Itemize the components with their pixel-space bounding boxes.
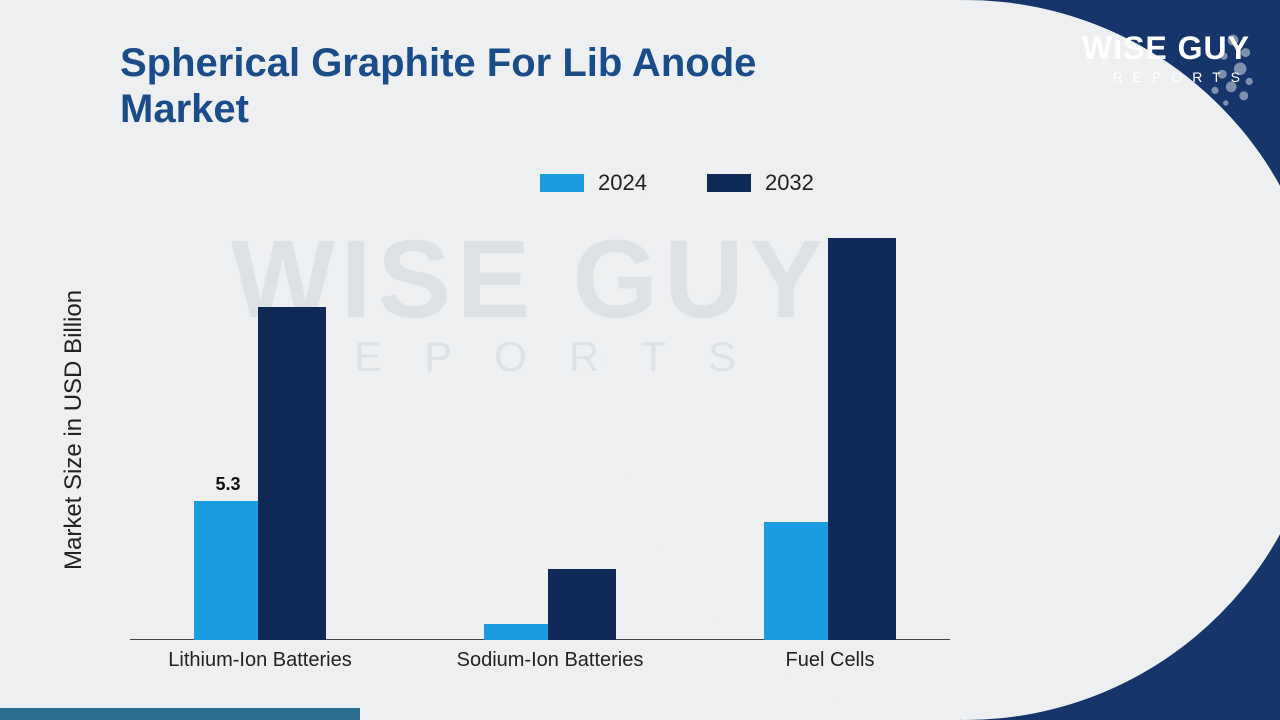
canvas: WISE GUY REPORTS Spherical Graphite For … <box>0 0 1280 720</box>
bar-chart: Lithium-Ion Batteries5.3 Sodium-Ion Batte… <box>130 220 950 640</box>
bar-group: Fuel Cells <box>720 238 940 640</box>
legend-swatch-2024 <box>540 174 584 192</box>
bar-value-label: 5.3 <box>188 474 268 495</box>
bar <box>258 307 326 640</box>
bar <box>828 238 896 640</box>
bar <box>484 624 552 640</box>
category-label: Sodium-Ion Batteries <box>440 640 660 672</box>
legend: 2024 2032 <box>540 170 814 196</box>
bottom-accent-bar <box>0 708 360 720</box>
legend-item-2024: 2024 <box>540 170 647 196</box>
legend-label-2032: 2032 <box>765 170 814 196</box>
legend-swatch-2032 <box>707 174 751 192</box>
bar <box>194 501 262 640</box>
chart-title: Spherical Graphite For Lib Anode Market <box>120 40 880 132</box>
brand-logo: WISE GUY REPORTS <box>990 30 1250 85</box>
category-label: Lithium-Ion Batteries <box>150 640 370 672</box>
category-label: Fuel Cells <box>720 640 940 672</box>
bar-group: Sodium-Ion Batteries <box>440 569 660 640</box>
logo-dots-icon <box>1170 22 1260 112</box>
legend-item-2032: 2032 <box>707 170 814 196</box>
bar-group: Lithium-Ion Batteries5.3 <box>150 307 370 640</box>
legend-label-2024: 2024 <box>598 170 647 196</box>
y-axis-label: Market Size in USD Billion <box>60 290 88 570</box>
bar <box>764 522 832 640</box>
bar <box>548 569 616 640</box>
